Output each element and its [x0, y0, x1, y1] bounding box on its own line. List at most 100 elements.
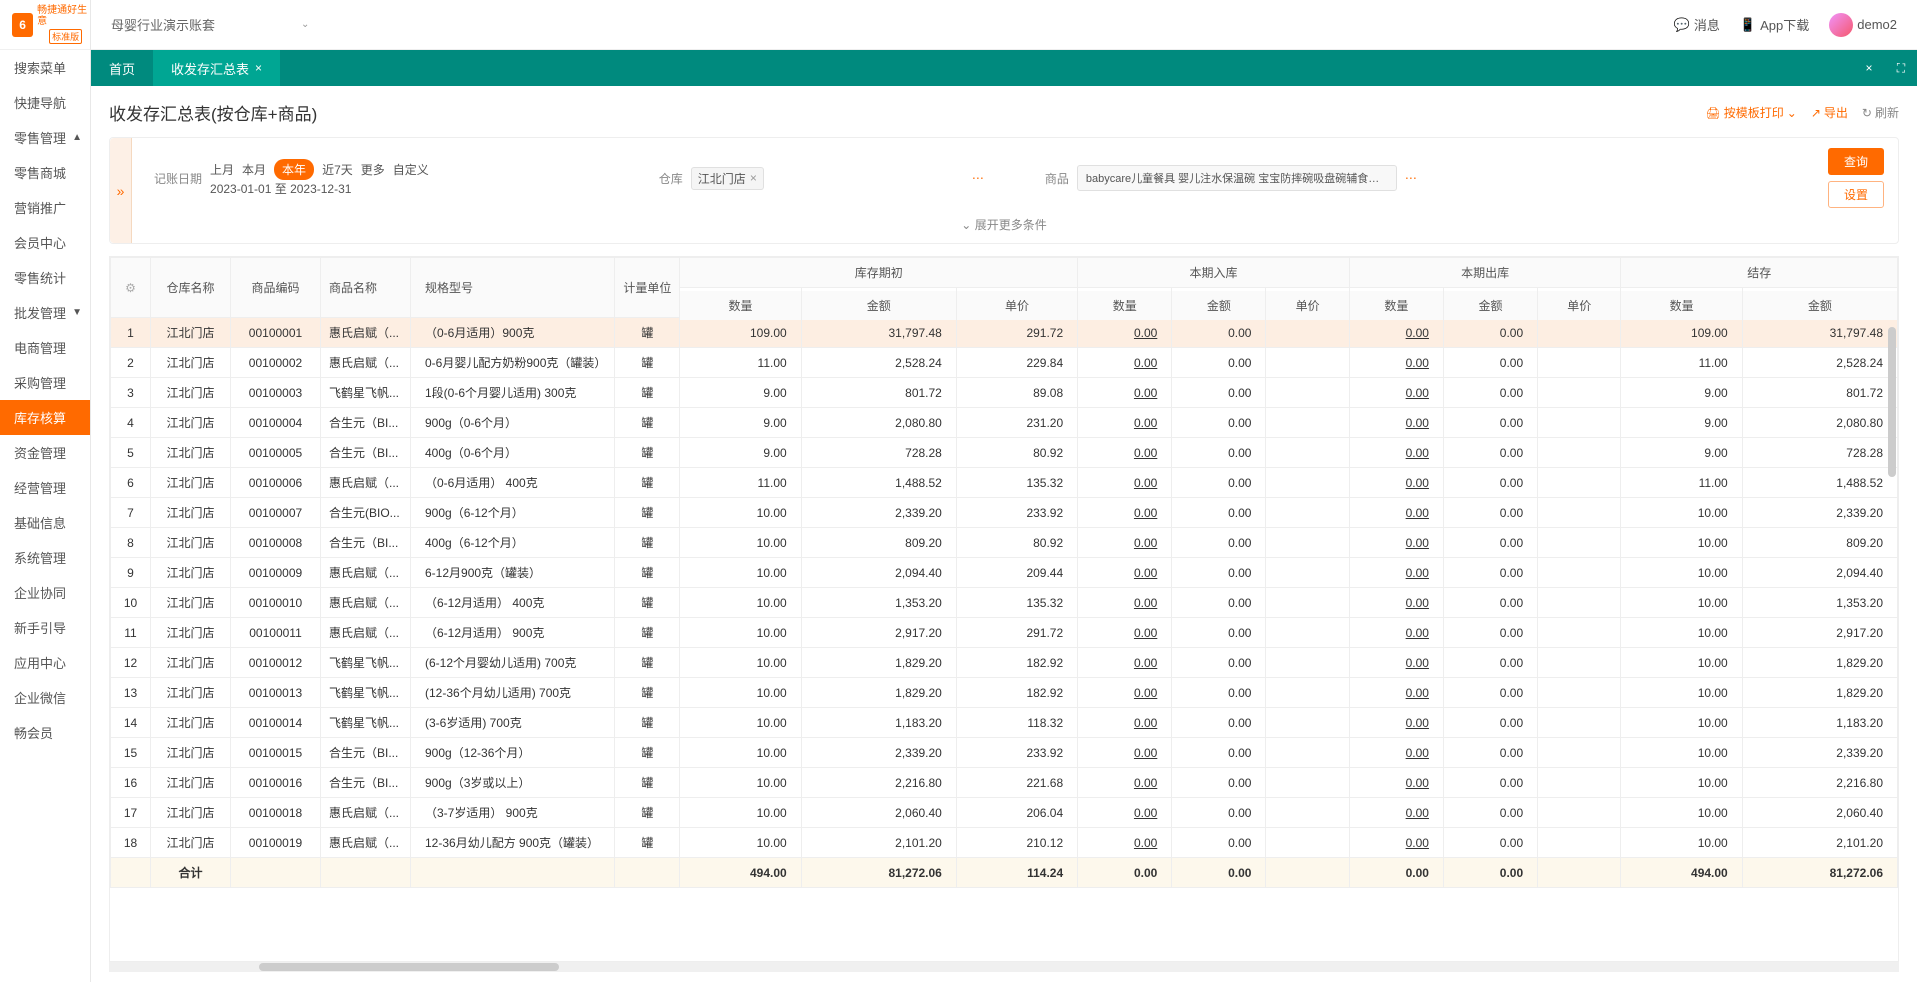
topbar: 母婴行业演示账套 ⌄ 💬 消息 📱 App下载 demo2: [91, 0, 1917, 50]
print-button[interactable]: 🖨 按模板打印 ⌄: [1706, 104, 1797, 121]
tab-home[interactable]: 首页: [91, 50, 153, 86]
expand-filters[interactable]: ⌄ 展开更多条件: [124, 216, 1884, 233]
sidebar-item-4[interactable]: 营销推广: [0, 190, 90, 225]
table-row[interactable]: 17 江北门店 00100018 惠氏启赋（... （3-7岁适用） 900克 …: [111, 798, 1898, 828]
date-option[interactable]: 近7天: [322, 161, 353, 178]
table-row[interactable]: 4 江北门店 00100004 合生元（BI... 900g（0-6个月） 罐 …: [111, 408, 1898, 438]
sidebar-item-3[interactable]: 零售商城: [0, 155, 90, 190]
sidebar-item-2[interactable]: 零售管理▲: [0, 120, 90, 155]
col-qty[interactable]: 数量: [680, 290, 801, 320]
messages-link[interactable]: 💬 消息: [1674, 15, 1720, 34]
col-qty[interactable]: 数量: [1621, 290, 1742, 320]
table-row[interactable]: 12 江北门店 00100012 飞鹤星飞帆... (6-12个月婴幼儿适用) …: [111, 648, 1898, 678]
sidebar-item-5[interactable]: 会员中心: [0, 225, 90, 260]
account-selector[interactable]: 母婴行业演示账套 ⌄: [111, 15, 309, 34]
fullscreen-button[interactable]: ⛶: [1885, 50, 1917, 86]
app-download-link[interactable]: 📱 App下载: [1740, 15, 1809, 34]
logo: 6 畅捷通好生意 标准版: [0, 0, 90, 50]
col-code[interactable]: 商品编码: [231, 258, 321, 318]
table-row[interactable]: 14 江北门店 00100014 飞鹤星飞帆... (3-6岁适用) 700克 …: [111, 708, 1898, 738]
close-icon[interactable]: ×: [255, 61, 262, 75]
date-option[interactable]: 本月: [242, 161, 266, 178]
date-option[interactable]: 自定义: [393, 161, 429, 178]
sidebar-item-17[interactable]: 应用中心: [0, 645, 90, 680]
table-row[interactable]: 16 江北门店 00100016 合生元（BI... 900g（3岁或以上） 罐…: [111, 768, 1898, 798]
sidebar-item-8[interactable]: 电商管理: [0, 330, 90, 365]
col-unit[interactable]: 计量单位: [615, 258, 680, 318]
col-amount[interactable]: 金额: [1443, 290, 1537, 320]
date-label: 记账日期: [154, 170, 202, 187]
col-price[interactable]: 单价: [956, 290, 1077, 320]
remove-tag-icon[interactable]: ×: [750, 171, 757, 185]
sidebar-item-10[interactable]: 库存核算: [0, 400, 90, 435]
horizontal-scrollbar[interactable]: [109, 962, 1899, 972]
sidebar-item-13[interactable]: 基础信息: [0, 505, 90, 540]
tabstrip: 首页 收发存汇总表 × × ⛶: [91, 50, 1917, 86]
collapse-handle[interactable]: »: [110, 138, 132, 243]
col-product-name[interactable]: 商品名称: [321, 258, 411, 318]
table-row[interactable]: 8 江北门店 00100008 合生元（BI... 400g（6-12个月） 罐…: [111, 528, 1898, 558]
table-row[interactable]: 9 江北门店 00100009 惠氏启赋（... 6-12月900克（罐装） 罐…: [111, 558, 1898, 588]
table-row[interactable]: 15 江北门店 00100015 合生元（BI... 900g（12-36个月）…: [111, 738, 1898, 768]
filter-panel: » 记账日期 上月本月本年近7天更多自定义 2023-01-01 至 2023-…: [109, 137, 1899, 244]
vertical-scrollbar[interactable]: [1888, 327, 1896, 477]
page-title: 收发存汇总表(按仓库+商品): [109, 100, 317, 125]
sidebar-item-1[interactable]: 快捷导航: [0, 85, 90, 120]
sidebar-item-16[interactable]: 新手引导: [0, 610, 90, 645]
col-warehouse[interactable]: 仓库名称: [151, 258, 231, 318]
table-row[interactable]: 11 江北门店 00100011 惠氏启赋（... （6-12月适用） 900克…: [111, 618, 1898, 648]
date-option[interactable]: 更多: [361, 161, 385, 178]
refresh-button[interactable]: ↻ 刷新: [1862, 104, 1899, 121]
table-row[interactable]: 13 江北门店 00100013 飞鹤星飞帆... (12-36个月幼儿适用) …: [111, 678, 1898, 708]
gear-icon[interactable]: ⚙: [125, 281, 136, 295]
col-group-out: 本期出库: [1349, 258, 1621, 288]
arrow-icon: ▲: [72, 132, 82, 143]
sidebar-item-6[interactable]: 零售统计: [0, 260, 90, 295]
col-amount[interactable]: 金额: [801, 290, 956, 320]
warehouse-label: 仓库: [659, 170, 683, 187]
sidebar-item-0[interactable]: 搜索菜单: [0, 50, 90, 85]
tab-report-label: 收发存汇总表: [171, 59, 249, 78]
table-row[interactable]: 5 江北门店 00100005 合生元（BI... 400g（0-6个月） 罐 …: [111, 438, 1898, 468]
col-amount[interactable]: 金额: [1742, 290, 1897, 320]
app-download-label: App下载: [1760, 15, 1809, 34]
date-option[interactable]: 上月: [210, 161, 234, 178]
col-qty[interactable]: 数量: [1349, 290, 1443, 320]
table-row[interactable]: 6 江北门店 00100006 惠氏启赋（... （0-6月适用） 400克 罐…: [111, 468, 1898, 498]
search-button[interactable]: 查询: [1828, 148, 1884, 175]
table-row[interactable]: 2 江北门店 00100002 惠氏启赋（... 0-6月婴儿配方奶粉900克（…: [111, 348, 1898, 378]
sidebar-item-7[interactable]: 批发管理▼: [0, 295, 90, 330]
message-icon: 💬: [1674, 17, 1690, 33]
sidebar-item-9[interactable]: 采购管理: [0, 365, 90, 400]
table-row[interactable]: 7 江北门店 00100007 合生元(BIO... 900g（6-12个月） …: [111, 498, 1898, 528]
warehouse-tag-text: 江北门店: [698, 170, 746, 187]
sidebar-item-12[interactable]: 经营管理: [0, 470, 90, 505]
col-price[interactable]: 单价: [1266, 290, 1349, 320]
mobile-icon: 📱: [1740, 17, 1756, 33]
product-more[interactable]: ⋯: [1405, 171, 1418, 185]
sidebar-item-14[interactable]: 系统管理: [0, 540, 90, 575]
col-price[interactable]: 单价: [1538, 290, 1621, 320]
refresh-label: 刷新: [1875, 104, 1899, 121]
col-qty[interactable]: 数量: [1078, 290, 1172, 320]
warehouse-tag[interactable]: 江北门店 ×: [691, 167, 764, 190]
warehouse-more[interactable]: ⋯: [972, 171, 985, 185]
table-row[interactable]: 10 江北门店 00100010 惠氏启赋（... （6-12月适用） 400克…: [111, 588, 1898, 618]
sidebar-item-15[interactable]: 企业协同: [0, 575, 90, 610]
close-all-button[interactable]: ×: [1853, 50, 1885, 86]
sidebar-item-19[interactable]: 畅会员: [0, 715, 90, 750]
col-amount[interactable]: 金额: [1172, 290, 1266, 320]
sidebar-item-11[interactable]: 资金管理: [0, 435, 90, 470]
date-option[interactable]: 本年: [274, 159, 314, 180]
table-row[interactable]: 3 江北门店 00100003 飞鹤星飞帆... 1段(0-6个月婴儿适用) 3…: [111, 378, 1898, 408]
sidebar-item-18[interactable]: 企业微信: [0, 680, 90, 715]
settings-button[interactable]: 设置: [1828, 181, 1884, 208]
table-row[interactable]: 1 江北门店 00100001 惠氏启赋（... （0-6月适用）900克 罐 …: [111, 318, 1898, 348]
tab-report[interactable]: 收发存汇总表 ×: [153, 50, 280, 86]
arrow-icon: ▼: [72, 307, 82, 318]
product-input[interactable]: babycare儿童餐具 婴儿注水保温碗 宝宝防摔碗吸盘碗辅食碗勺套装 雀湖绿 …: [1077, 165, 1397, 191]
export-button[interactable]: ↗ 导出: [1811, 104, 1848, 121]
col-spec[interactable]: 规格型号: [411, 258, 615, 318]
user-menu[interactable]: demo2: [1829, 13, 1897, 37]
table-row[interactable]: 18 江北门店 00100019 惠氏启赋（... 12-36月幼儿配方 900…: [111, 828, 1898, 858]
